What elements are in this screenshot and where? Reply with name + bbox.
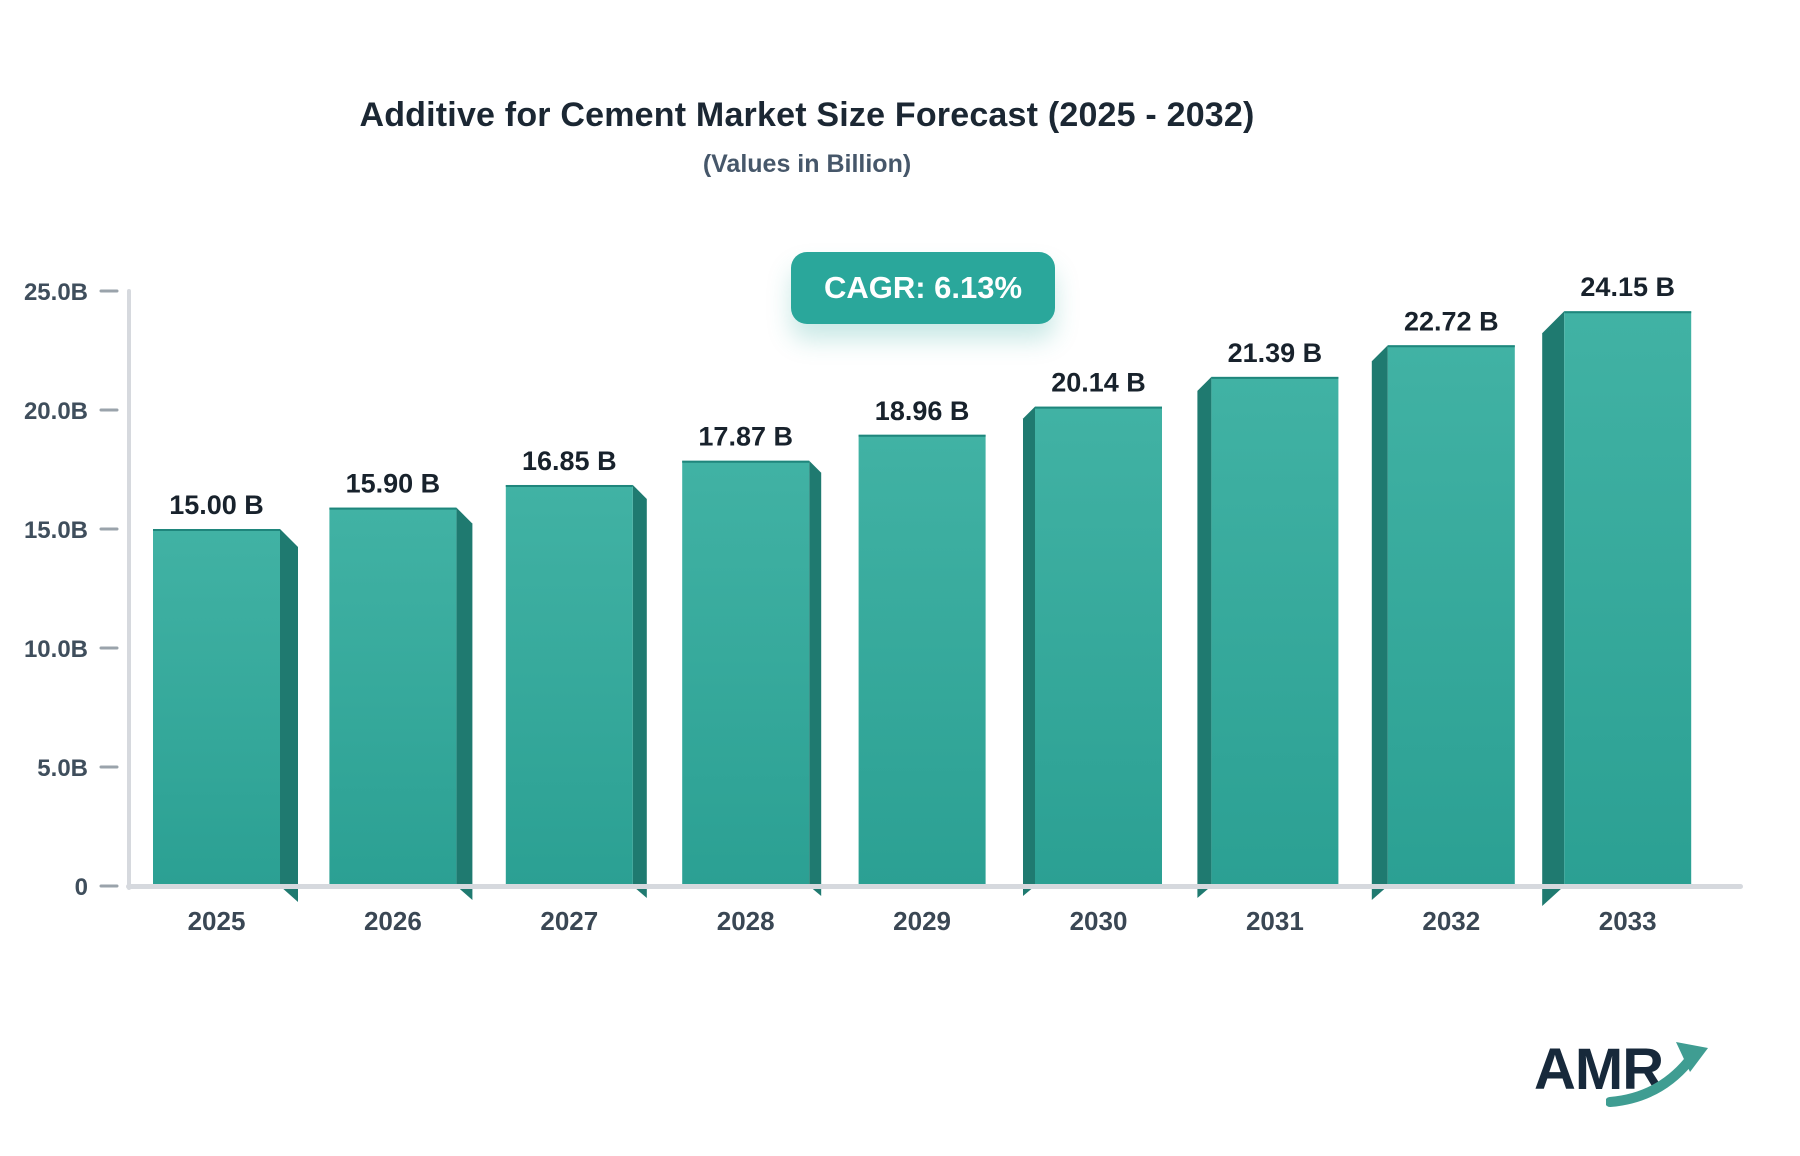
bar-2026: 15.90 B — [329, 469, 473, 900]
bar-side-face — [632, 484, 647, 898]
chart-title: Additive for Cement Market Size Forecast… — [359, 96, 1255, 134]
x-label-2026: 2026 — [364, 906, 422, 936]
x-axis-line — [126, 884, 1743, 889]
bar-value-label: 22.72 B — [1404, 306, 1499, 336]
bar-value-label: 17.87 B — [698, 422, 793, 452]
bar-side-face — [1542, 311, 1565, 907]
bar-side-face — [1371, 345, 1388, 900]
x-label-2031: 2031 — [1246, 906, 1304, 936]
bar-value-label: 15.90 B — [346, 469, 441, 499]
bar-2032: 22.72 B — [1371, 306, 1515, 900]
x-label-2027: 2027 — [540, 906, 598, 936]
x-label-2029: 2029 — [893, 906, 951, 936]
x-label-2028: 2028 — [717, 906, 775, 936]
x-label-2025: 2025 — [188, 906, 246, 936]
bar-side-face — [280, 529, 298, 902]
bar-2028: 17.87 B — [682, 422, 822, 896]
bar-value-label: 18.96 B — [875, 396, 970, 426]
bar-front-face — [329, 507, 457, 886]
x-label-2030: 2030 — [1070, 906, 1128, 936]
bar-front-face — [153, 529, 280, 886]
bar-value-label: 24.15 B — [1580, 272, 1675, 302]
bar-front-face — [682, 460, 810, 886]
bar-2025: 15.00 B — [153, 490, 298, 902]
x-label-2032: 2032 — [1422, 906, 1480, 936]
y-tick-label-25: 25.0B — [24, 279, 88, 306]
logo: AMR — [1534, 1036, 1754, 1126]
bar-value-label: 16.85 B — [522, 446, 617, 476]
title-block: Additive for Cement Market Size Forecast… — [0, 96, 1614, 179]
bar-value-label: 20.14 B — [1051, 368, 1146, 398]
cagr-badge: CAGR: 6.13% — [791, 252, 1055, 324]
bar-side-face — [1023, 406, 1035, 896]
bar-2029: 18.96 B — [858, 396, 986, 886]
logo-arrow-icon — [1606, 1042, 1708, 1107]
y-tick-label-20: 20.0B — [24, 398, 88, 425]
bar-value-label: 15.00 B — [169, 490, 264, 520]
bar-front-face — [1387, 345, 1515, 886]
y-tick-label-0: 0 — [75, 874, 88, 901]
bar-side-face — [809, 460, 822, 896]
bar-side-face — [1197, 376, 1212, 899]
bar-front-face — [505, 484, 633, 886]
bar-2027: 16.85 B — [505, 446, 647, 898]
bar-2030: 20.14 B — [1023, 368, 1162, 896]
bar-2033: 24.15 B — [1542, 272, 1692, 907]
bar-front-face — [1564, 311, 1692, 887]
y-axis-line — [127, 289, 131, 890]
bar-value-label: 21.39 B — [1228, 338, 1323, 368]
bar-side-face — [456, 507, 473, 900]
bar-front-face — [1035, 406, 1162, 886]
bar-2031: 21.39 B — [1197, 338, 1339, 899]
cagr-badge-label: CAGR: 6.13% — [823, 270, 1023, 305]
x-label-2033: 2033 — [1599, 906, 1657, 936]
bar-front-face — [1211, 376, 1339, 886]
chart-subtitle: (Values in Billion) — [702, 150, 912, 178]
y-tick-label-10: 10.0B — [24, 636, 88, 663]
y-tick-label-5: 5.0B — [37, 755, 88, 782]
bar-front-face — [858, 434, 986, 886]
y-tick-label-15: 15.0B — [24, 517, 88, 544]
